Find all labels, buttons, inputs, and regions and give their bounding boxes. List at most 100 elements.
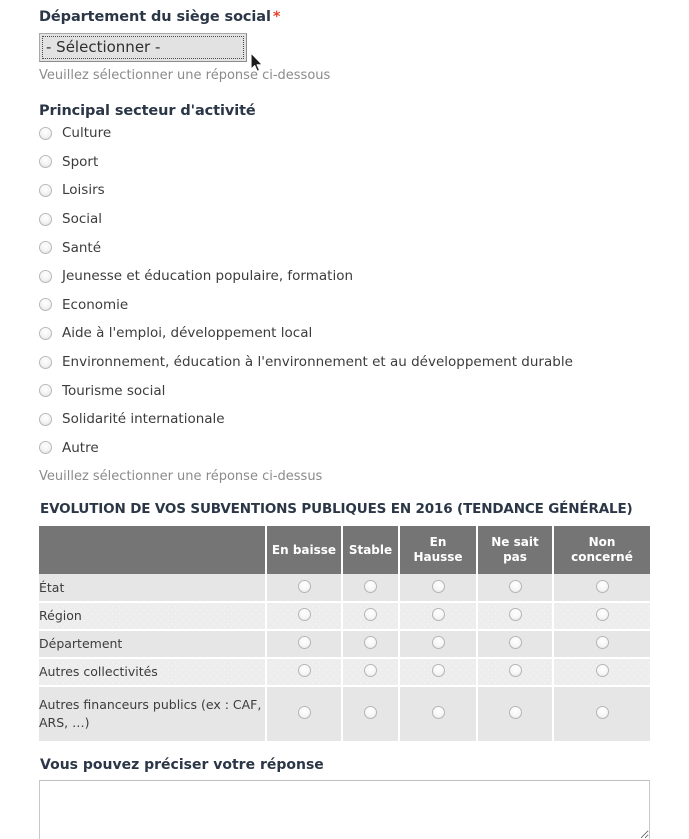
radio-button-icon[interactable] [297, 706, 311, 720]
matrix-header: En baisse Stable En Hausse Ne sait pas N… [39, 526, 650, 575]
required-asterisk-icon: * [272, 9, 281, 25]
matrix-cell-region-en-hausse[interactable] [399, 602, 478, 631]
matrix-cell-departement-ne-sait-pas[interactable] [477, 630, 554, 659]
sector-option-label: Santé [62, 239, 101, 256]
radio-button-icon[interactable] [508, 579, 522, 593]
radio-button-icon[interactable] [39, 298, 52, 312]
matrix-cell-region-en-baisse[interactable] [266, 602, 343, 631]
sector-option-aide-emploi[interactable]: Aide à l'emploi, développement local [39, 319, 650, 348]
radio-button-icon[interactable] [39, 326, 52, 340]
matrix-question-title: EVOLUTION DE VOS SUBVENTIONS PUBLIQUES E… [40, 501, 633, 518]
radio-button-icon[interactable] [595, 579, 609, 593]
radio-button-icon[interactable] [508, 636, 522, 650]
sector-option-jeunesse[interactable]: Jeunesse et éducation populaire, formati… [39, 262, 650, 291]
sector-option-label: Autre [62, 439, 99, 456]
free-text-input[interactable] [39, 780, 650, 839]
matrix-cell-etat-en-hausse[interactable] [399, 574, 478, 603]
department-question-text: Département du siège social [39, 9, 271, 25]
radio-button-icon[interactable] [39, 412, 52, 426]
free-text-question-label: Vous pouvez préciser votre réponse [40, 757, 324, 774]
matrix-cell-departement-en-hausse[interactable] [399, 630, 478, 659]
radio-button-icon[interactable] [364, 579, 377, 593]
table-row: Département [39, 630, 650, 659]
matrix-cell-autres-collectivites-non-concerne[interactable] [553, 658, 650, 687]
radio-button-icon[interactable] [431, 636, 445, 650]
matrix-cell-autres-financeurs-ne-sait-pas[interactable] [477, 686, 554, 742]
radio-button-icon[interactable] [508, 664, 522, 678]
sector-option-label: Culture [62, 125, 112, 142]
radio-button-icon[interactable] [431, 664, 445, 678]
matrix-cell-autres-financeurs-stable[interactable] [342, 686, 400, 742]
sector-option-solidarite[interactable]: Solidarité internationale [39, 405, 650, 434]
radio-button-icon[interactable] [431, 608, 445, 622]
sector-option-label: Economie [62, 296, 129, 313]
matrix-col-ne-sait-pas: Ne sait pas [477, 526, 554, 575]
radio-button-icon[interactable] [39, 126, 52, 140]
matrix-cell-departement-non-concerne[interactable] [553, 630, 650, 659]
sector-option-sante[interactable]: Santé [39, 233, 650, 262]
sector-option-label: Jeunesse et éducation populaire, formati… [62, 268, 354, 285]
matrix-cell-etat-non-concerne[interactable] [553, 574, 650, 603]
sector-option-culture[interactable]: Culture [39, 119, 650, 148]
radio-button-icon[interactable] [39, 212, 52, 226]
radio-button-icon[interactable] [508, 706, 522, 720]
matrix-cell-etat-ne-sait-pas[interactable] [477, 574, 554, 603]
radio-button-icon[interactable] [39, 355, 52, 369]
sector-option-social[interactable]: Social [39, 205, 650, 234]
radio-button-icon[interactable] [39, 441, 52, 455]
radio-button-icon[interactable] [39, 183, 52, 197]
radio-button-icon[interactable] [508, 608, 522, 622]
matrix-cell-autres-financeurs-en-baisse[interactable] [266, 686, 343, 742]
matrix-cell-autres-collectivites-en-baisse[interactable] [266, 658, 343, 687]
radio-button-icon[interactable] [431, 579, 445, 593]
sector-option-label: Tourisme social [62, 382, 166, 399]
matrix-body: État Région Département [39, 574, 650, 742]
radio-button-icon[interactable] [364, 636, 377, 650]
matrix-header-row: En baisse Stable En Hausse Ne sait pas N… [39, 526, 650, 575]
radio-button-icon[interactable] [364, 608, 377, 622]
radio-button-icon[interactable] [39, 155, 52, 169]
radio-button-icon[interactable] [364, 664, 377, 678]
radio-button-icon[interactable] [364, 706, 377, 720]
table-row: État [39, 574, 650, 603]
sector-option-sport[interactable]: Sport [39, 148, 650, 177]
matrix-cell-etat-stable[interactable] [342, 574, 400, 603]
radio-button-icon[interactable] [297, 664, 311, 678]
matrix-col-en-baisse: En baisse [266, 526, 343, 575]
matrix-cell-autres-collectivites-stable[interactable] [342, 658, 400, 687]
matrix-cell-autres-financeurs-non-concerne[interactable] [553, 686, 650, 742]
radio-button-icon[interactable] [297, 636, 311, 650]
radio-button-icon[interactable] [297, 608, 311, 622]
matrix-col-non-concerne: Non concerné [553, 526, 650, 575]
department-select-value: - Sélectionner - [46, 38, 161, 56]
radio-button-icon[interactable] [39, 241, 52, 255]
matrix-cell-etat-en-baisse[interactable] [266, 574, 343, 603]
sector-option-label: Social [62, 211, 103, 228]
matrix-cell-region-stable[interactable] [342, 602, 400, 631]
matrix-cell-region-ne-sait-pas[interactable] [477, 602, 554, 631]
matrix-row-label-region: Région [39, 602, 267, 631]
radio-button-icon[interactable] [297, 579, 311, 593]
matrix-cell-autres-financeurs-en-hausse[interactable] [399, 686, 478, 742]
sector-option-autre[interactable]: Autre [39, 434, 650, 463]
table-row: Autres financeurs publics (ex : CAF, ARS… [39, 686, 650, 742]
radio-button-icon[interactable] [595, 608, 609, 622]
sector-option-economie[interactable]: Economie [39, 291, 650, 320]
matrix-cell-autres-collectivites-en-hausse[interactable] [399, 658, 478, 687]
sector-option-loisirs[interactable]: Loisirs [39, 176, 650, 205]
sector-option-label: Environnement, éducation à l'environneme… [62, 354, 573, 371]
matrix-cell-region-non-concerne[interactable] [553, 602, 650, 631]
sector-option-tourisme[interactable]: Tourisme social [39, 376, 650, 405]
department-select[interactable]: - Sélectionner - [39, 33, 247, 62]
radio-button-icon[interactable] [431, 706, 445, 720]
matrix-cell-departement-stable[interactable] [342, 630, 400, 659]
matrix-cell-departement-en-baisse[interactable] [266, 630, 343, 659]
sector-option-label: Loisirs [62, 182, 105, 199]
radio-button-icon[interactable] [39, 384, 52, 398]
sector-option-environnement[interactable]: Environnement, éducation à l'environneme… [39, 348, 650, 377]
radio-button-icon[interactable] [595, 706, 609, 720]
radio-button-icon[interactable] [595, 636, 609, 650]
radio-button-icon[interactable] [39, 269, 52, 283]
matrix-cell-autres-collectivites-ne-sait-pas[interactable] [477, 658, 554, 687]
radio-button-icon[interactable] [595, 664, 609, 678]
